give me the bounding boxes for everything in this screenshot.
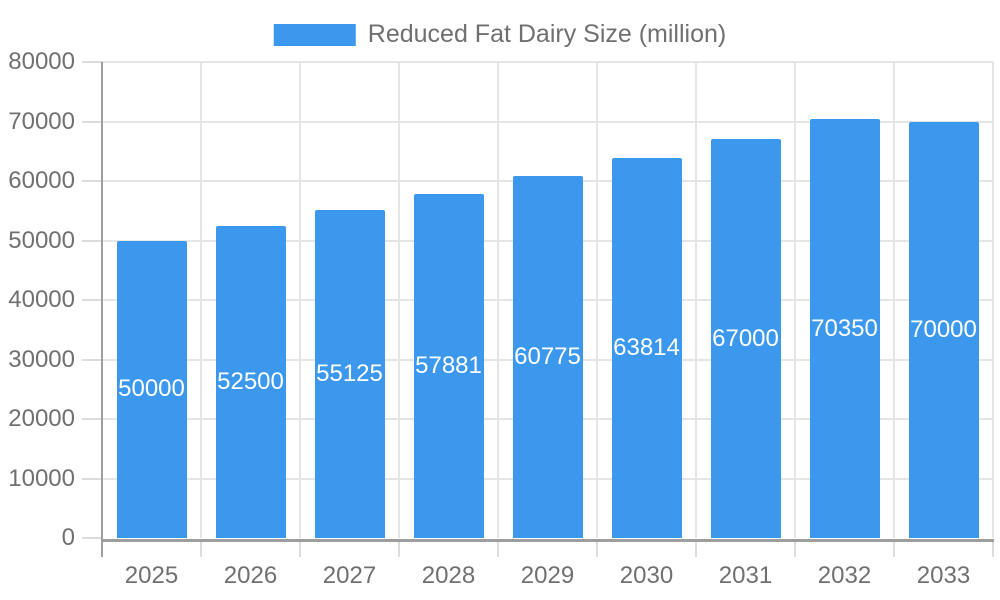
- y-axis-tick-label: 50000: [8, 226, 75, 254]
- bar-value-label: 70000: [910, 315, 977, 343]
- gridline-vertical: [893, 62, 895, 538]
- y-axis-tick: [82, 239, 102, 242]
- x-axis-tick: [992, 541, 994, 557]
- legend-swatch[interactable]: [273, 23, 356, 46]
- bar-value-label: 52500: [217, 367, 284, 395]
- gridline-vertical: [497, 62, 499, 538]
- x-axis-tick-label: 2027: [322, 562, 377, 589]
- x-axis-tick: [596, 541, 598, 557]
- bar-value-label: 63814: [613, 334, 680, 362]
- x-axis-tick: [893, 541, 895, 557]
- bar: 60775: [512, 176, 583, 538]
- gridline-vertical: [596, 62, 598, 538]
- bar-value-label: 60775: [514, 343, 581, 371]
- y-axis-tick: [82, 358, 102, 361]
- y-axis-tick: [82, 180, 102, 182]
- y-axis-tick: [82, 299, 102, 301]
- x-axis-tick: [794, 541, 796, 557]
- bar: 63814: [611, 158, 682, 538]
- legend-item[interactable]: Reduced Fat Dairy Size (million): [273, 20, 727, 49]
- bar: 57881: [413, 193, 484, 538]
- bar-value-label: 57881: [415, 351, 482, 379]
- y-axis-tick-label: 70000: [8, 107, 75, 135]
- gridline-horizontal: [102, 61, 993, 63]
- gridline-horizontal: [102, 120, 993, 123]
- x-axis-tick: [695, 541, 697, 557]
- x-axis-tick-label: 2030: [619, 562, 674, 589]
- gridline-vertical: [992, 62, 994, 538]
- x-axis-tick-label: 2028: [421, 562, 476, 589]
- x-axis-line: [101, 539, 994, 542]
- bar-value-label: 70350: [811, 314, 878, 342]
- y-axis-line: [101, 62, 103, 557]
- bar: 50000: [116, 240, 187, 538]
- gridline-vertical: [695, 62, 697, 538]
- y-axis-tick-label: 0: [61, 524, 75, 551]
- y-axis-tick-label: 60000: [8, 167, 75, 194]
- x-axis-tick-label: 2033: [916, 562, 971, 589]
- gridline-vertical: [200, 62, 202, 538]
- gridline-vertical: [398, 62, 400, 538]
- y-axis-tick: [82, 537, 102, 539]
- bar: 70000: [908, 121, 979, 538]
- bar: 52500: [215, 225, 286, 538]
- x-axis-tick: [299, 541, 301, 557]
- y-axis-tick-label: 30000: [8, 345, 75, 373]
- x-axis-tick-label: 2026: [223, 562, 278, 589]
- bar: 70350: [809, 119, 880, 538]
- gridline-vertical: [299, 62, 301, 538]
- bar-value-label: 55125: [316, 360, 383, 387]
- bar: 55125: [314, 210, 385, 538]
- x-axis-tick-label: 2025: [124, 562, 179, 589]
- x-axis-tick-label: 2029: [520, 562, 575, 589]
- y-axis-tick: [82, 418, 102, 420]
- bar-value-label: 67000: [712, 324, 779, 352]
- x-axis-tick: [398, 541, 400, 557]
- x-axis-tick: [200, 541, 202, 557]
- y-axis-tick-label: 40000: [8, 286, 75, 313]
- bar-value-label: 50000: [118, 375, 185, 403]
- y-axis-tick-label: 20000: [8, 405, 75, 432]
- x-axis-tick-label: 2032: [817, 562, 872, 589]
- bar: 67000: [710, 139, 781, 538]
- y-axis-tick-label: 80000: [8, 48, 75, 75]
- x-axis-tick: [497, 541, 499, 557]
- y-axis-tick: [82, 61, 102, 63]
- x-axis-tick-label: 2031: [718, 562, 773, 589]
- legend-label: Reduced Fat Dairy Size (million): [367, 20, 727, 48]
- y-axis-tick: [82, 120, 102, 123]
- y-axis-tick: [82, 477, 102, 480]
- y-axis-tick-label: 10000: [8, 464, 75, 492]
- gridline-vertical: [794, 62, 796, 538]
